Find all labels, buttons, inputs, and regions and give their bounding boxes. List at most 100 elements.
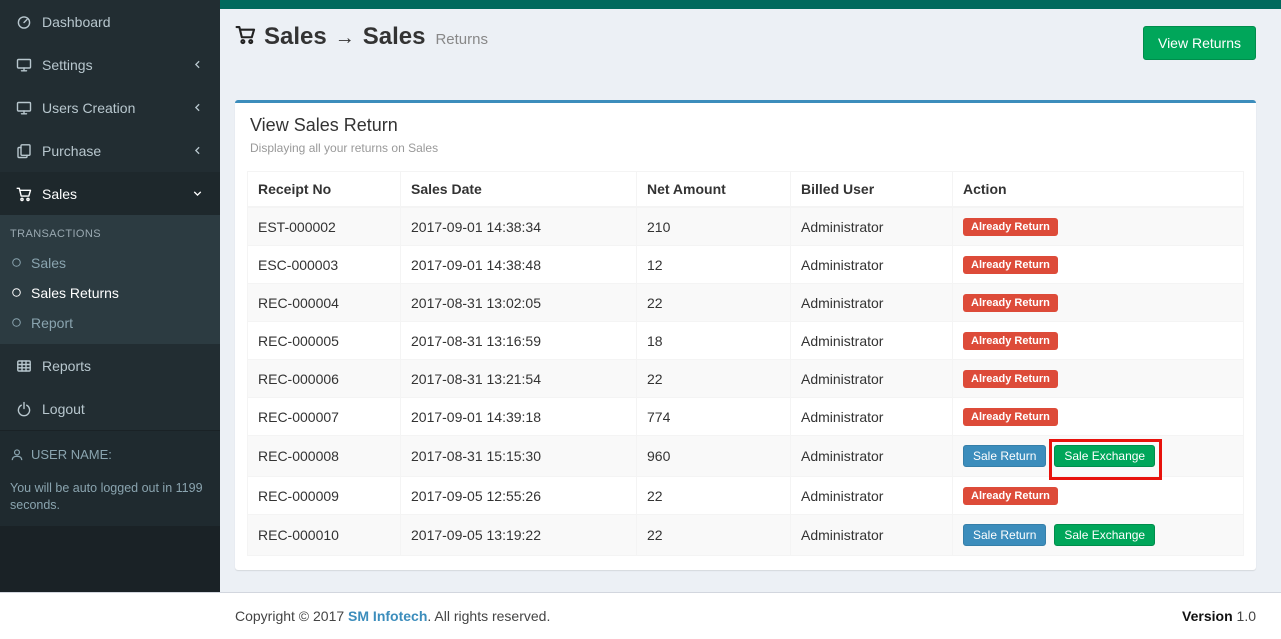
footer: Copyright © 2017 SM Infotech. All rights… — [0, 592, 1281, 639]
sidebar-subitem-report[interactable]: Report — [0, 308, 220, 338]
net-amount-cell: 18 — [636, 321, 791, 360]
panel-title: View Sales Return — [250, 115, 398, 135]
user-panel: USER NAME: You will be auto logged out i… — [0, 430, 220, 526]
sales-date-cell: 2017-09-05 13:19:22 — [400, 514, 637, 556]
user-icon — [11, 448, 23, 460]
copy-icon — [15, 142, 32, 159]
sidebar-item-label: Reports — [42, 357, 92, 374]
receipt-no-cell: REC-000007 — [247, 397, 401, 436]
sidebar-item-label: Sales — [42, 185, 78, 202]
net-amount-cell: 960 — [636, 435, 791, 477]
auto-logout-notice: You will be auto logged out in 1199 seco… — [10, 481, 203, 512]
sidebar-item-dashboard[interactable]: Dashboard — [0, 0, 220, 43]
receipt-no-cell: ESC-000003 — [247, 245, 401, 284]
arrow-right-icon: → — [334, 27, 355, 49]
net-amount-cell: 22 — [636, 359, 791, 398]
net-amount-cell: 774 — [636, 397, 791, 436]
action-cell: Already Return — [952, 321, 1244, 360]
monitor-icon — [15, 99, 32, 116]
action-cell: Already Return — [952, 359, 1244, 398]
action-cell: Already Return — [952, 476, 1244, 515]
sale-exchange-button[interactable]: Sale Exchange — [1054, 445, 1156, 467]
already-return-badge: Already Return — [963, 294, 1058, 312]
copyright-suffix: . All rights reserved. — [427, 608, 551, 624]
sidebar-item-users-creation[interactable]: Users Creation — [0, 86, 220, 129]
sidebar-item-label: Users Creation — [42, 99, 136, 116]
sales-date-cell: 2017-08-31 13:02:05 — [400, 283, 637, 322]
sales-date-cell: 2017-09-01 14:39:18 — [400, 397, 637, 436]
circle-o-icon — [11, 315, 22, 331]
already-return-badge: Already Return — [963, 256, 1058, 274]
receipt-no-cell: REC-000009 — [247, 476, 401, 515]
annotation-highlight-box: Sale Exchange — [1049, 439, 1162, 480]
action-cell: Already Return — [952, 206, 1244, 246]
table-row: EST-000002 2017-09-01 14:38:34 210 Admin… — [247, 206, 1244, 246]
sidebar-bottom-block — [0, 525, 220, 592]
billed-user-cell: Administrator — [790, 514, 953, 556]
sales-date-cell: 2017-08-31 15:15:30 — [400, 435, 637, 477]
page-title: Sales → Sales Returns — [235, 23, 488, 51]
net-amount-cell: 210 — [636, 206, 791, 246]
net-amount-cell: 22 — [636, 476, 791, 515]
net-amount-cell: 22 — [636, 514, 791, 556]
sidebar-item-purchase[interactable]: Purchase — [0, 129, 220, 172]
receipt-no-cell: REC-000004 — [247, 283, 401, 322]
table-header-row: Receipt No Sales Date Net Amount Billed Use… — [247, 171, 1244, 208]
sidebar-subitem-sales-returns[interactable]: Sales Returns — [0, 278, 220, 308]
sales-date-cell: 2017-08-31 13:21:54 — [400, 359, 637, 398]
version-text: Version 1.0 — [1182, 608, 1256, 624]
sidebar: Dashboard Settings Users Creation — [0, 0, 220, 592]
receipt-no-cell: REC-000008 — [247, 435, 401, 477]
sales-return-table-body: EST-000002 2017-09-01 14:38:34 210 Admin… — [247, 206, 1244, 556]
dashboard-icon — [15, 13, 32, 30]
version-value: 1.0 — [1236, 608, 1256, 624]
circle-o-icon — [11, 285, 22, 301]
main-content: Sales → Sales Returns View Returns View … — [220, 0, 1281, 592]
copyright-prefix: Copyright © 2017 — [235, 608, 349, 624]
sidebar-item-logout[interactable]: Logout — [0, 387, 220, 430]
already-return-badge: Already Return — [963, 332, 1058, 350]
billed-user-cell: Administrator — [790, 321, 953, 360]
sale-return-button[interactable]: Sale Return — [963, 445, 1047, 467]
action-cell: Sale Return Sale Exchange — [952, 514, 1244, 556]
sidebar-item-sales[interactable]: Sales — [0, 172, 220, 215]
table-icon — [15, 357, 32, 374]
copyright-text: Copyright © 2017 SM Infotech. All rights… — [235, 608, 550, 624]
receipt-no-cell: REC-000010 — [247, 514, 401, 556]
sidebar-subitem-label: Sales — [31, 255, 67, 271]
version-label: Version — [1182, 608, 1233, 624]
submenu-header-transactions: TRANSACTIONS — [10, 228, 101, 240]
chevron-left-icon — [191, 58, 205, 72]
user-name-label: USER NAME: — [31, 447, 112, 462]
sales-return-panel: View Sales Return Displaying all your re… — [235, 100, 1256, 570]
user-name-row: USER NAME: — [10, 447, 210, 462]
sidebar-subitem-sales[interactable]: Sales — [0, 248, 220, 278]
chevron-down-icon — [191, 187, 205, 201]
table-row: REC-000010 2017-09-05 13:19:22 22 Admini… — [247, 514, 1244, 556]
action-cell: Sale Return Sale Exchange — [952, 435, 1244, 480]
sales-date-cell: 2017-09-01 14:38:48 — [400, 245, 637, 284]
table-row: REC-000005 2017-08-31 13:16:59 18 Admini… — [247, 321, 1244, 360]
panel-body: Receipt No Sales Date Net Amount Billed Use… — [235, 161, 1256, 570]
billed-user-cell: Administrator — [790, 397, 953, 436]
already-return-badge: Already Return — [963, 218, 1058, 236]
action-cell: Already Return — [952, 397, 1244, 436]
sales-submenu: TRANSACTIONS Sales Sales Returns — [0, 215, 220, 344]
view-returns-button[interactable]: View Returns — [1142, 26, 1256, 60]
sidebar-item-label: Settings — [42, 56, 93, 73]
receipt-no-cell: REC-000005 — [247, 321, 401, 360]
billed-user-cell: Administrator — [790, 245, 953, 284]
sale-exchange-button[interactable]: Sale Exchange — [1054, 524, 1156, 546]
top-navbar — [220, 0, 1281, 9]
billed-user-cell: Administrator — [790, 359, 953, 398]
column-header: Receipt No — [247, 171, 401, 208]
brand-link[interactable]: SM Infotech — [348, 608, 428, 624]
already-return-badge: Already Return — [963, 408, 1058, 426]
sale-return-button[interactable]: Sale Return — [963, 524, 1047, 546]
sidebar-subitem-label: Sales Returns — [31, 285, 119, 301]
breadcrumb-section: Sales — [264, 23, 327, 50]
sales-date-cell: 2017-09-01 14:38:34 — [400, 206, 637, 246]
sidebar-item-settings[interactable]: Settings — [0, 43, 220, 86]
table-row: REC-000004 2017-08-31 13:02:05 22 Admini… — [247, 283, 1244, 322]
sidebar-item-reports[interactable]: Reports — [0, 344, 220, 387]
